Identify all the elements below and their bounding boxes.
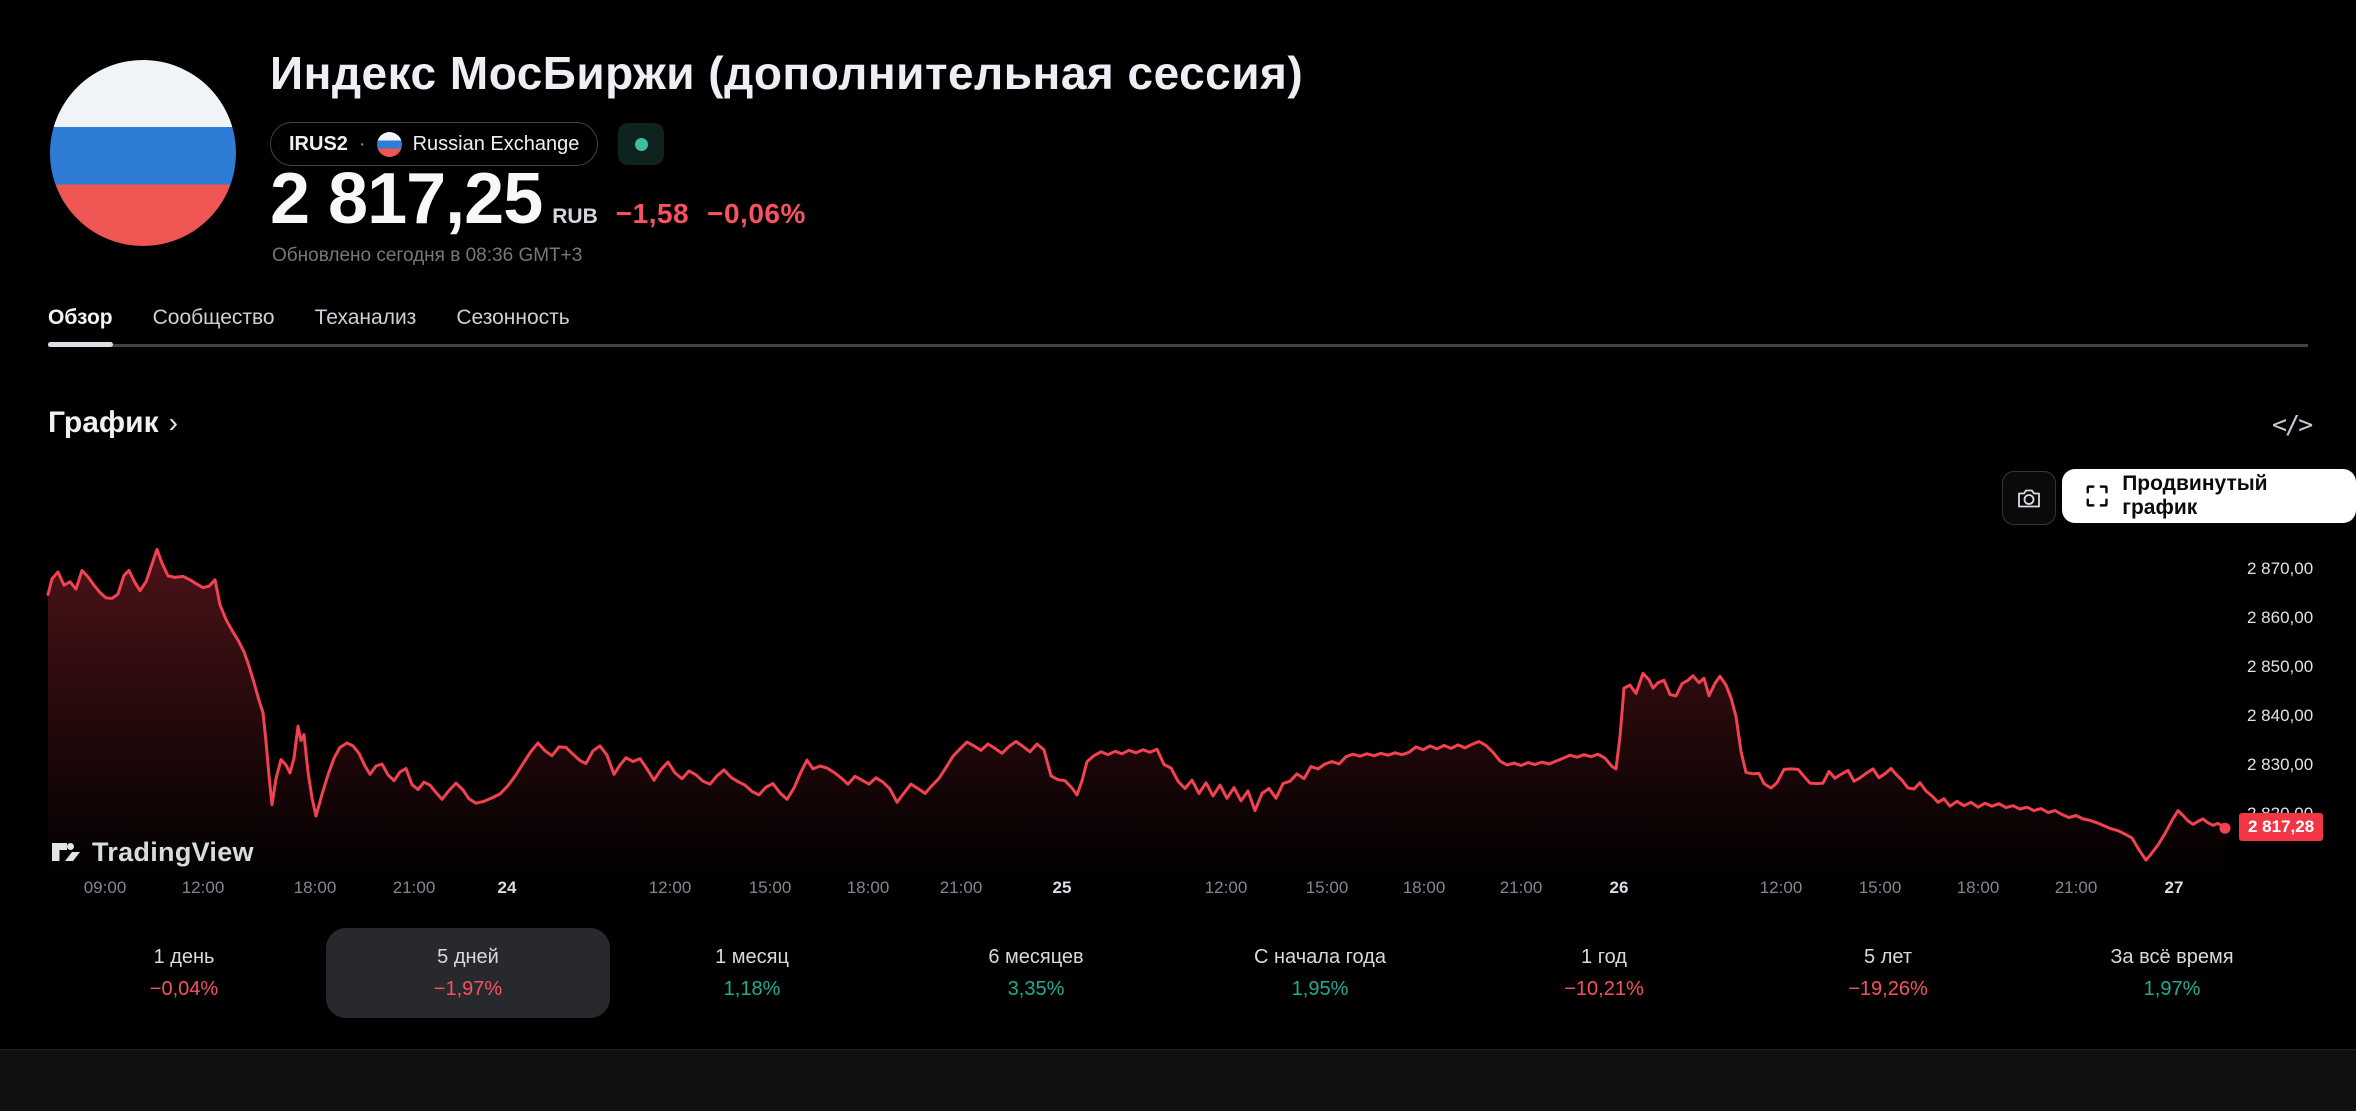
market-open-dot-icon: [634, 137, 648, 151]
tab-3[interactable]: Сезонность: [456, 306, 569, 347]
symbol-badge[interactable]: IRUS2 · Russian Exchange: [270, 122, 599, 166]
next-section-edge: [0, 1049, 2356, 1111]
period-button-3[interactable]: 6 месяцев 3,35%: [894, 928, 1178, 1018]
y-axis-label: 2 860,00: [2247, 608, 2314, 627]
change-percent: −0,06%: [707, 198, 806, 229]
period-label: С начала года: [1254, 945, 1386, 968]
period-label: За всё время: [2110, 945, 2234, 968]
chevron-right-icon: ›: [168, 407, 178, 438]
tab-label: Теханализ: [314, 306, 417, 329]
period-change: −10,21%: [1564, 977, 1644, 1000]
y-axis-label: 2 840,00: [2247, 706, 2314, 725]
tab-1[interactable]: Сообщество: [153, 306, 275, 347]
x-axis-label: 15:00: [748, 878, 792, 897]
x-axis-label: 15:00: [1305, 878, 1349, 897]
period-change: −1,97%: [433, 977, 503, 1000]
period-change: 1,18%: [723, 977, 781, 1000]
period-button-0[interactable]: 1 день −0,04%: [42, 928, 326, 1018]
currency-label: RUB: [552, 205, 598, 228]
tab-2[interactable]: Теханализ: [315, 306, 417, 347]
period-button-1[interactable]: 5 дней −1,97%: [326, 928, 610, 1018]
last-price: 2 817,25: [270, 159, 543, 239]
period-change: 1,95%: [1291, 977, 1349, 1000]
tab-label: Обзор: [48, 306, 113, 329]
y-axis-label: 2 870,00: [2247, 559, 2314, 578]
price-line: [46, 547, 2227, 862]
x-axis-label: 21:00: [939, 878, 983, 897]
fullscreen-icon: [2086, 485, 2108, 507]
tradingview-watermark[interactable]: TradingView: [50, 836, 254, 868]
page-title: Индекс МосБиржи (дополнительная сессия): [270, 47, 1304, 99]
ticker-label: IRUS2: [289, 132, 348, 155]
x-axis-label: 21:00: [392, 878, 436, 897]
tab-0[interactable]: Обзор: [48, 306, 113, 347]
x-axis-label: 12:00: [648, 878, 692, 897]
x-axis-label: 18:00: [1956, 878, 2000, 897]
period-label: 1 год: [1581, 945, 1627, 968]
period-change: −0,04%: [149, 977, 219, 1000]
snapshot-button[interactable]: [2002, 471, 2056, 525]
market-status-button[interactable]: [618, 123, 665, 165]
x-axis-label: 18:00: [293, 878, 337, 897]
last-price-tag: 2 817,28: [2239, 813, 2324, 842]
period-label: 6 месяцев: [988, 945, 1084, 968]
chart-section-link[interactable]: График ›: [48, 406, 178, 440]
advanced-chart-button[interactable]: Продвинутый график: [2062, 469, 2356, 523]
x-axis-label: 15:00: [1858, 878, 1902, 897]
period-label: 1 день: [153, 945, 215, 968]
x-axis-label: 18:00: [846, 878, 890, 897]
period-label: 1 месяц: [715, 945, 789, 968]
price-row: 2 817,25 RUB −1,58 −0,06%: [270, 158, 806, 240]
tab-label: Сезонность: [456, 306, 570, 329]
symbol-badge-row: IRUS2 · Russian Exchange: [270, 122, 665, 166]
last-price-dot: [2219, 822, 2231, 834]
tabs: Обзор Сообщество Теханализ Сезонность: [48, 306, 570, 347]
x-axis-label: 21:00: [2054, 878, 2098, 897]
period-selector: 1 день −0,04% 5 дней −1,97% 1 месяц 1,18% 6 ме…: [42, 928, 2314, 1018]
period-label: 5 лет: [1864, 945, 1912, 968]
active-tab-underline: [48, 342, 113, 347]
x-axis-label: 27: [2164, 878, 2184, 897]
price-chart[interactable]: [0, 520, 2356, 892]
x-axis-label: 25: [1052, 878, 1072, 897]
period-change: 3,35%: [1007, 977, 1065, 1000]
period-button-5[interactable]: 1 год −10,21%: [1462, 928, 1746, 1018]
x-axis-label: 12:00: [1204, 878, 1248, 897]
embed-code-icon[interactable]: </>: [2272, 410, 2313, 439]
symbol-logo-russian-flag: [50, 60, 236, 246]
period-button-4[interactable]: С начала года 1,95%: [1178, 928, 1462, 1018]
russia-flag-icon: [376, 131, 402, 157]
change-absolute: −1,58: [615, 198, 690, 229]
period-button-7[interactable]: За всё время 1,97%: [2030, 928, 2314, 1018]
tab-label: Сообщество: [152, 306, 275, 329]
tradingview-logo-icon: [52, 843, 80, 861]
x-axis-label: 21:00: [1499, 878, 1543, 897]
badge-separator: ·: [358, 132, 366, 155]
tradingview-wordmark: TradingView: [92, 836, 254, 867]
period-change: 1,97%: [2143, 977, 2201, 1000]
x-axis-label: 09:00: [83, 878, 127, 897]
chart-area-fill: [48, 549, 2225, 882]
period-button-2[interactable]: 1 месяц 1,18%: [610, 928, 894, 1018]
y-axis-label: 2 830,00: [2247, 755, 2314, 774]
x-axis-label: 26: [1609, 878, 1629, 897]
exchange-label: Russian Exchange: [412, 132, 580, 155]
x-axis-label: 12:00: [1759, 878, 1803, 897]
period-label: 5 дней: [437, 945, 499, 968]
advanced-chart-label: Продвинутый график: [2122, 472, 2268, 519]
period-change: −19,26%: [1848, 977, 1928, 1000]
updated-timestamp: Обновлено сегодня в 08:36 GMT+3: [272, 245, 583, 266]
y-axis-label: 2 850,00: [2247, 657, 2314, 676]
x-axis-label: 18:00: [1402, 878, 1446, 897]
camera-icon: [2018, 489, 2040, 508]
period-button-6[interactable]: 5 лет −19,26%: [1746, 928, 2030, 1018]
chart-section-title: График: [48, 406, 159, 439]
x-axis-label: 12:00: [181, 878, 225, 897]
x-axis-label: 24: [497, 878, 517, 897]
tabs-divider: [48, 344, 2308, 347]
